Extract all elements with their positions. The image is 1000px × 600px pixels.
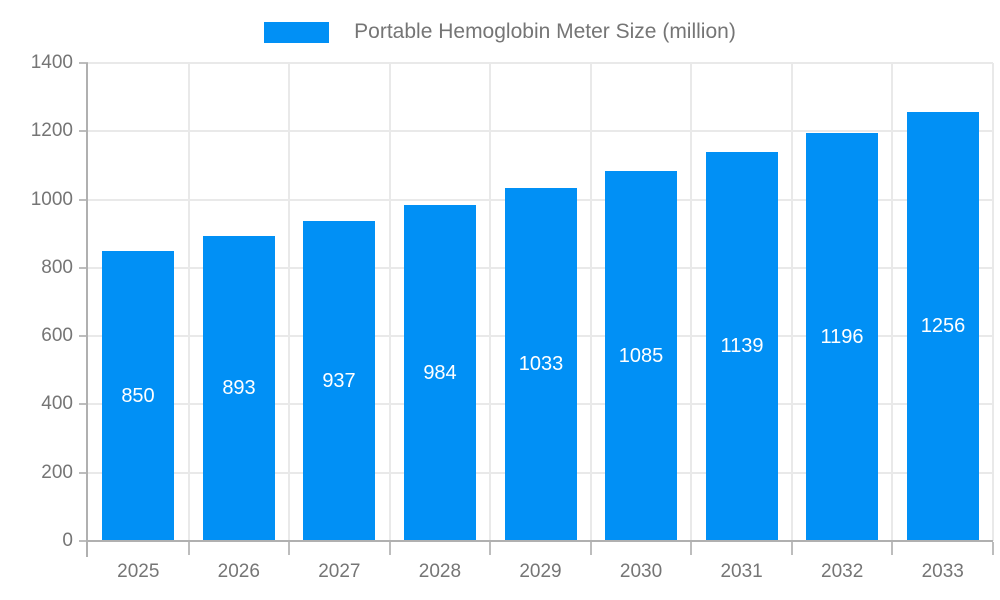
bar: 937 [303, 221, 375, 540]
bar-value-label: 1196 [820, 325, 864, 348]
y-axis-label: 0 [62, 530, 73, 551]
v-gridline [489, 63, 492, 541]
bar-value-label: 893 [222, 377, 256, 399]
h-gridline [88, 130, 993, 133]
y-tick [79, 471, 88, 474]
x-tick [288, 542, 291, 555]
legend-label[interactable]: Portable Hemoglobin Meter Size (million) [354, 20, 736, 43]
x-axis-label: 2027 [318, 561, 361, 582]
x-axis-label: 2033 [921, 561, 964, 582]
x-axis-label: 2031 [720, 561, 763, 582]
y-axis-label: 1200 [30, 120, 73, 142]
x-axis-label: 2026 [217, 561, 260, 582]
bar-value-label: 984 [423, 361, 457, 384]
x-axis-line [86, 540, 993, 542]
y-axis-label: 1000 [30, 188, 73, 210]
bar-value-label: 1139 [720, 335, 764, 357]
x-axis-label: 2029 [519, 561, 562, 582]
v-gridline [288, 63, 291, 541]
bar: 1085 [605, 171, 677, 540]
bar: 1256 [907, 112, 979, 540]
x-tick [690, 542, 693, 555]
bar-value-label: 937 [322, 369, 356, 392]
x-axis-label: 2028 [418, 561, 462, 582]
legend-swatch[interactable] [264, 21, 330, 43]
v-gridline [589, 63, 592, 541]
x-tick [388, 542, 391, 555]
bar-value-label: 1085 [618, 344, 664, 367]
x-axis-label: 2032 [821, 561, 864, 582]
v-gridline [388, 63, 391, 541]
bar: 1196 [806, 133, 878, 540]
x-axis-label: 2030 [619, 561, 663, 582]
y-axis-label: 600 [41, 325, 73, 347]
y-axis-label: 400 [41, 393, 73, 415]
x-tick [489, 542, 492, 555]
h-gridline [88, 62, 993, 64]
bar: 893 [203, 236, 275, 540]
y-tick [79, 335, 88, 338]
bar: 984 [404, 205, 476, 540]
x-axis-label: 2025 [117, 561, 160, 582]
x-tick [187, 542, 190, 555]
y-tick [79, 403, 88, 406]
legend[interactable]: Portable Hemoglobin Meter Size (million) [0, 16, 1000, 48]
bar-value-label: 1256 [920, 315, 966, 337]
v-gridline [187, 63, 190, 541]
y-axis-label: 200 [41, 461, 73, 483]
x-tick [891, 542, 894, 555]
v-gridline [790, 63, 793, 541]
y-axis-label: 800 [41, 256, 73, 278]
x-tick [992, 542, 994, 555]
v-gridline [690, 63, 693, 541]
y-axis-line [86, 63, 88, 557]
v-gridline [891, 63, 894, 541]
y-tick [79, 198, 88, 201]
y-tick [79, 540, 88, 542]
y-tick [79, 130, 88, 133]
y-tick [79, 266, 88, 269]
x-tick [790, 542, 793, 555]
bar: 1139 [706, 152, 778, 540]
bar: 1033 [505, 188, 577, 540]
bar: 850 [102, 251, 174, 540]
bar-value-label: 1033 [518, 353, 564, 375]
v-gridline [992, 63, 994, 541]
x-tick [589, 542, 592, 555]
bar-value-label: 850 [121, 384, 155, 407]
y-tick [79, 62, 88, 64]
y-axis-label: 1400 [30, 52, 73, 73]
